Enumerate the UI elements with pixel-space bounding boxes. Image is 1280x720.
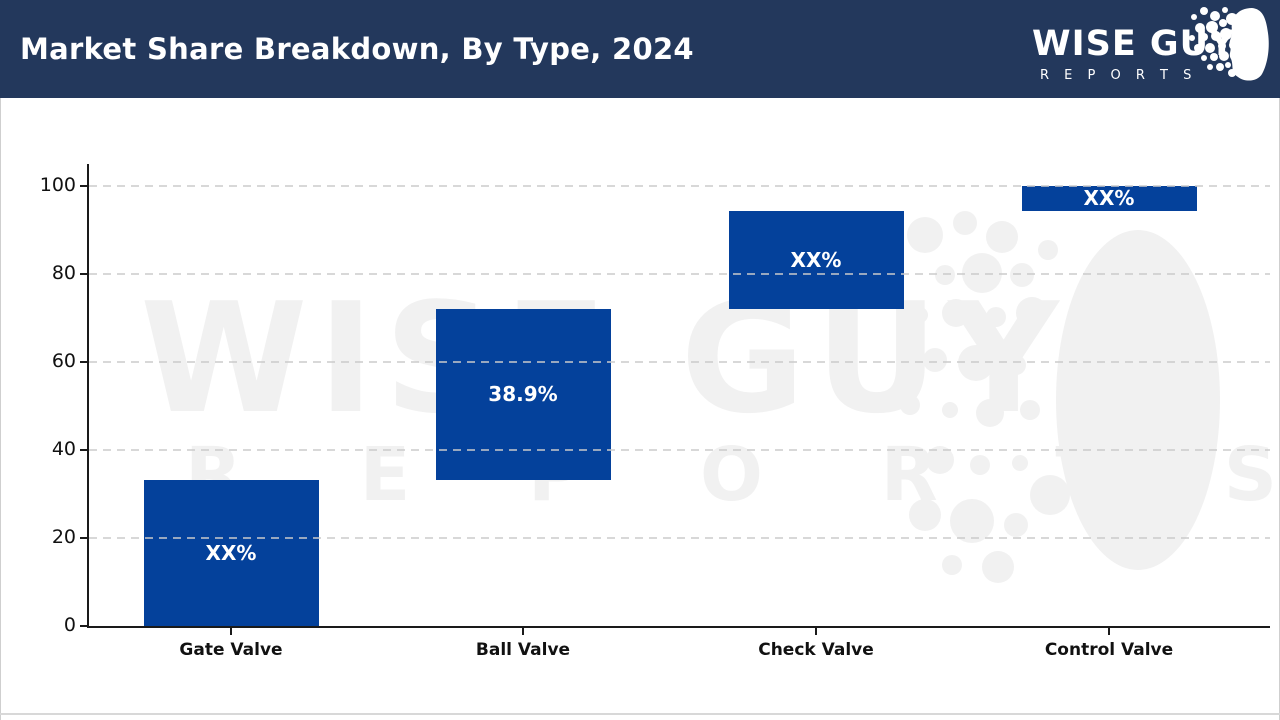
x-axis-label-control-valve: Control Valve — [1044, 640, 1174, 660]
y-tick-label-100: 100 — [39, 174, 76, 196]
x-tick-mark-3 — [1108, 628, 1110, 635]
gridline-40 — [89, 449, 1270, 451]
y-tick-mark-80 — [80, 273, 87, 275]
logo-graphic: WISE GUY R E P O R T S — [1032, 7, 1269, 83]
bar-value-label: 38.9% — [488, 382, 558, 407]
y-tick-mark-0 — [80, 625, 87, 627]
frame-bottom-border — [0, 713, 1280, 715]
bar-ball-valve: 38.9% — [435, 308, 611, 480]
x-tick-mark-1 — [522, 628, 524, 635]
x-tick-mark-2 — [815, 628, 817, 635]
y-tick-mark-20 — [80, 537, 87, 539]
y-tick-mark-40 — [80, 449, 87, 451]
gridline-100 — [89, 185, 1270, 187]
wise-guy-reports-logo: WISE GUY R E P O R T S — [1004, 3, 1274, 95]
y-axis-line — [87, 164, 89, 628]
frame-left-border — [0, 98, 1, 720]
x-axis-label-check-valve: Check Valve — [758, 640, 874, 660]
y-tick-mark-60 — [80, 361, 87, 363]
y-tick-label-80: 80 — [51, 262, 76, 284]
logo-face-profile-icon — [1229, 8, 1269, 81]
y-tick-label-60: 60 — [51, 350, 76, 372]
y-tick-label-20: 20 — [51, 526, 76, 548]
page-title: Market Share Breakdown, By Type, 2024 — [20, 32, 694, 66]
bar-value-label: XX% — [790, 247, 842, 272]
x-axis-label-ball-valve: Ball Valve — [475, 640, 571, 660]
x-axis-line — [87, 626, 1270, 628]
logo-subtitle: R E P O R T S — [1040, 68, 1197, 83]
bar-value-label: XX% — [205, 540, 257, 565]
gridline-60 — [89, 361, 1270, 363]
header: Market Share Breakdown, By Type, 2024 WI… — [0, 0, 1280, 98]
y-tick-mark-100 — [80, 185, 87, 187]
gridline-80 — [89, 273, 1270, 275]
y-tick-label-40: 40 — [51, 438, 76, 460]
y-tick-label-0: 0 — [63, 614, 76, 636]
bar-gate-valve: XX% — [143, 479, 319, 626]
bar-check-valve: XX% — [728, 210, 904, 309]
gridline-20 — [89, 537, 1270, 539]
x-axis-label-gate-valve: Gate Valve — [179, 640, 283, 660]
bar-control-valve: XX% — [1021, 186, 1197, 211]
x-tick-mark-0 — [230, 628, 232, 635]
watermark-face-icon — [900, 211, 1220, 583]
bar-value-label: XX% — [1083, 186, 1135, 211]
